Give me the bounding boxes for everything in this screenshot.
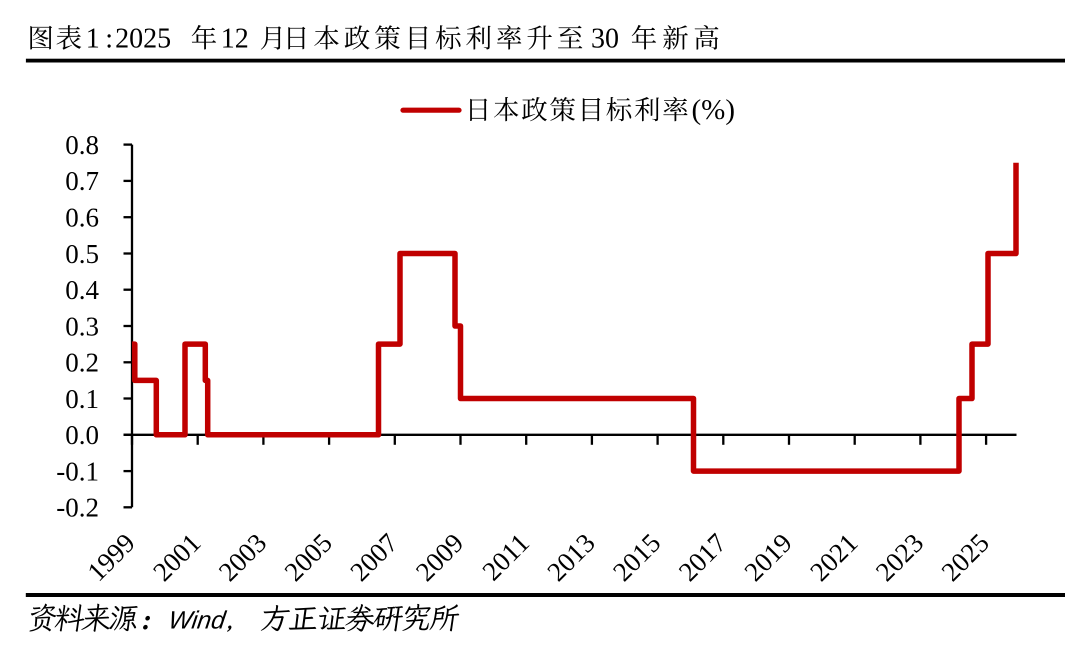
svg-text:(%): (%) bbox=[692, 94, 735, 126]
svg-text:1: 1 bbox=[86, 24, 100, 55]
svg-text:Wind: Wind bbox=[167, 607, 229, 635]
svg-text:0.6: 0.6 bbox=[65, 203, 99, 233]
svg-text:30: 30 bbox=[591, 24, 619, 55]
svg-text:0.4: 0.4 bbox=[65, 275, 99, 305]
svg-text:-0.2: -0.2 bbox=[56, 493, 99, 523]
svg-text:0.7: 0.7 bbox=[65, 166, 99, 196]
svg-text:0.0: 0.0 bbox=[65, 420, 99, 450]
svg-text:12: 12 bbox=[221, 24, 249, 55]
svg-text::: : bbox=[105, 24, 113, 55]
svg-text:0.1: 0.1 bbox=[65, 384, 99, 414]
svg-text:0.5: 0.5 bbox=[65, 239, 99, 269]
svg-text:0.2: 0.2 bbox=[65, 348, 99, 378]
svg-text:2025: 2025 bbox=[115, 24, 171, 55]
svg-text:-0.1: -0.1 bbox=[56, 456, 99, 486]
svg-text:0.3: 0.3 bbox=[65, 311, 99, 341]
svg-text:0.8: 0.8 bbox=[65, 130, 99, 160]
